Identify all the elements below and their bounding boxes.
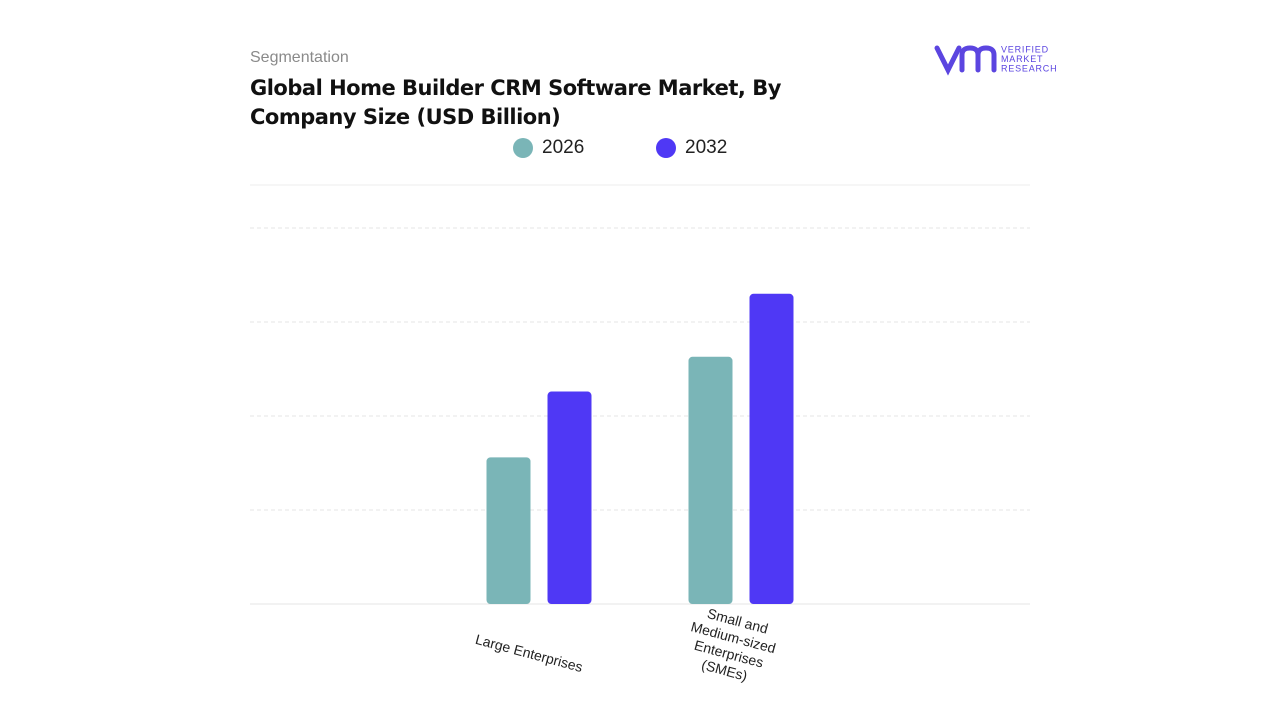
bar xyxy=(547,391,592,604)
legend-swatch xyxy=(513,138,533,158)
bar xyxy=(688,356,733,604)
legend-label: 2032 xyxy=(685,137,727,158)
chart-subtitle: Segmentation xyxy=(250,49,349,66)
logo-text: RESEARCH xyxy=(1001,63,1057,73)
logo-text: VERIFIED xyxy=(1001,44,1049,54)
logo-mark xyxy=(934,45,997,76)
bar xyxy=(486,457,531,604)
logo xyxy=(934,45,997,76)
legend-label: 2026 xyxy=(542,137,584,158)
bar xyxy=(749,293,794,604)
legend-swatch xyxy=(656,138,676,158)
chart-title: Global Home Builder CRM Software Market,… xyxy=(250,76,781,129)
logo-text: MARKET xyxy=(1001,54,1043,64)
